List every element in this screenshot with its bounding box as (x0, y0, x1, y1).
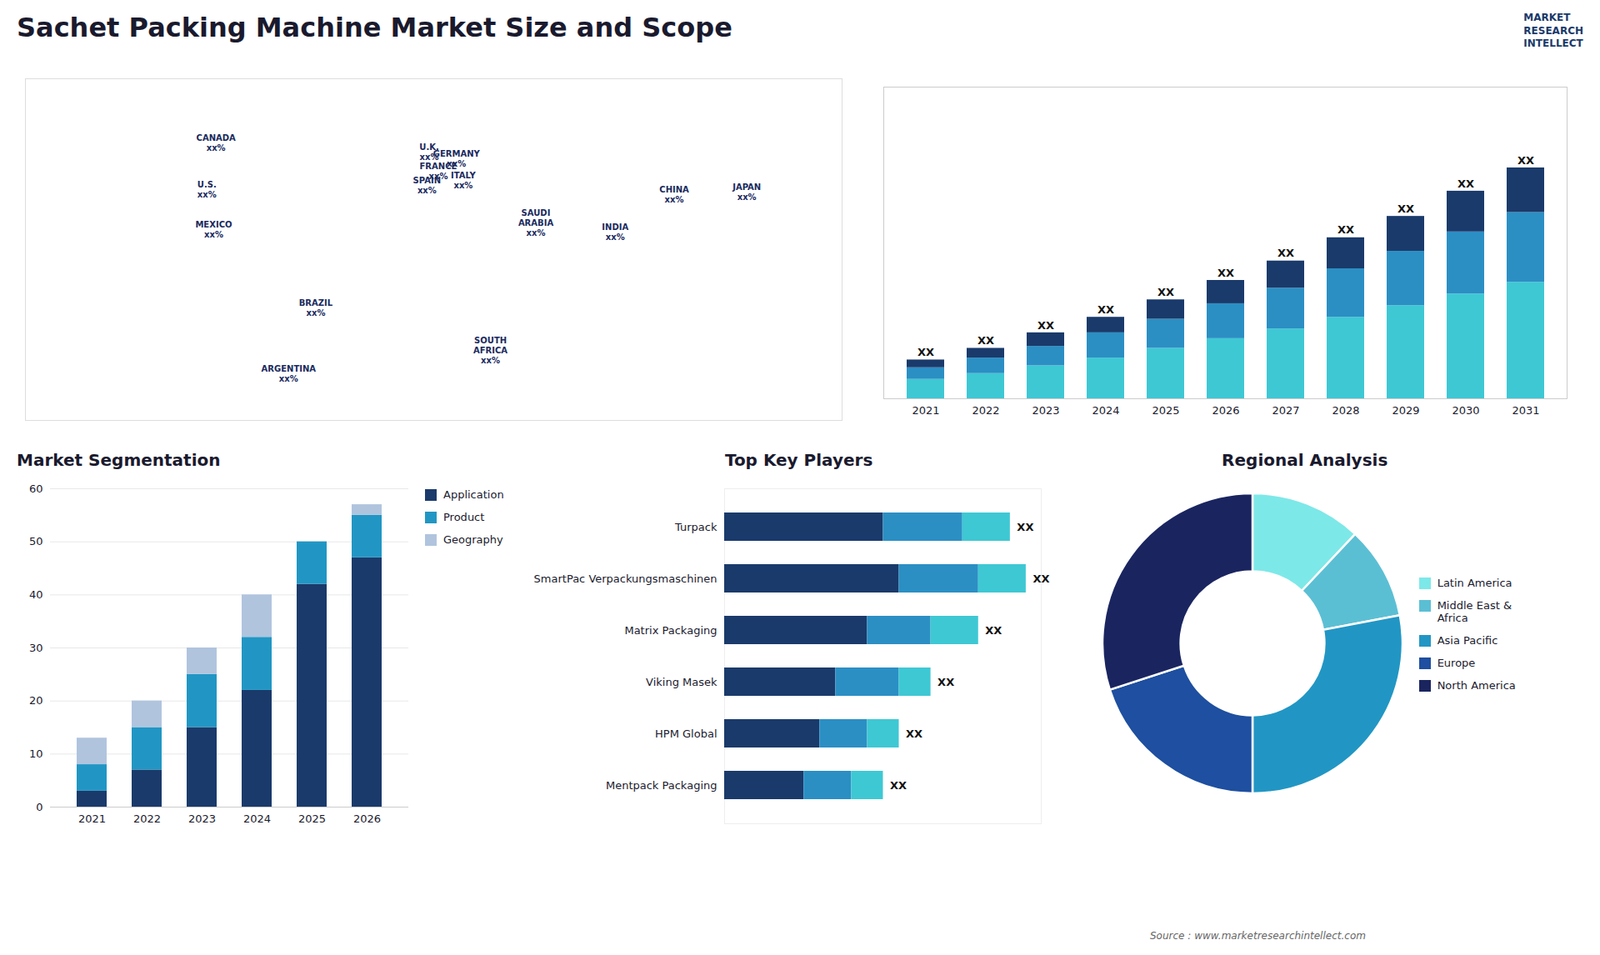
svg-text:MEXICOxx%: MEXICOxx% (195, 220, 232, 240)
svg-text:XX: XX (1217, 266, 1235, 280)
svg-text:XX: XX (1016, 520, 1034, 534)
svg-text:2029: 2029 (1391, 404, 1420, 417)
svg-text:CANADAxx%: CANADAxx% (196, 133, 236, 153)
svg-text:2026: 2026 (1211, 404, 1240, 417)
svg-text:Matrix Packaging: Matrix Packaging (624, 624, 717, 637)
svg-text:XX: XX (1032, 572, 1050, 585)
svg-text:XX: XX (1457, 177, 1475, 190)
svg-text:2023: 2023 (188, 812, 216, 825)
svg-text:XX: XX (985, 624, 1002, 637)
svg-text:2024: 2024 (243, 812, 271, 825)
svg-text:30: 30 (29, 641, 44, 655)
svg-text:2021: 2021 (78, 812, 106, 825)
svg-text:SmartPac Verpackungsmaschinen: SmartPac Verpackungsmaschinen (533, 572, 717, 585)
svg-text:XX: XX (937, 675, 955, 689)
svg-text:2022: 2022 (133, 812, 161, 825)
svg-text:SPAINxx%: SPAINxx% (413, 175, 441, 195)
svg-text:2030: 2030 (1451, 404, 1480, 417)
svg-text:XX: XX (1337, 223, 1355, 236)
svg-text:2026: 2026 (353, 812, 381, 825)
svg-text:HPM Global: HPM Global (655, 727, 717, 740)
svg-text:INDIAxx%: INDIAxx% (601, 222, 629, 242)
svg-text:60: 60 (29, 482, 44, 495)
svg-text:50: 50 (29, 535, 44, 548)
svg-text:2024: 2024 (1091, 404, 1120, 417)
svg-text:XX: XX (917, 345, 935, 359)
svg-text:Turpack: Turpack (674, 520, 718, 534)
svg-text:XX: XX (1157, 285, 1175, 299)
svg-text:2023: 2023 (1031, 404, 1060, 417)
svg-text:2021: 2021 (911, 404, 940, 417)
svg-text:XX: XX (1517, 154, 1535, 167)
svg-text:JAPANxx%: JAPANxx% (731, 182, 761, 202)
svg-text:U.S.xx%: U.S.xx% (197, 180, 217, 200)
svg-text:ITALYxx%: ITALYxx% (450, 170, 476, 190)
svg-text:2027: 2027 (1271, 404, 1300, 417)
svg-text:2025: 2025 (298, 812, 326, 825)
svg-text:BRAZILxx%: BRAZILxx% (299, 298, 334, 318)
svg-text:XX: XX (1397, 202, 1415, 215)
svg-text:XX: XX (890, 779, 907, 792)
svg-text:10: 10 (29, 747, 44, 760)
svg-text:XX: XX (905, 727, 923, 740)
svg-text:2025: 2025 (1151, 404, 1180, 417)
svg-text:2031: 2031 (1511, 404, 1540, 417)
svg-text:XX: XX (1037, 319, 1055, 332)
svg-text:CHINAxx%: CHINAxx% (659, 185, 690, 205)
svg-text:XX: XX (1277, 246, 1295, 260)
svg-text:20: 20 (29, 694, 44, 707)
svg-text:0: 0 (35, 800, 43, 814)
svg-text:2022: 2022 (971, 404, 1000, 417)
svg-text:XX: XX (1097, 303, 1115, 316)
svg-text:40: 40 (29, 588, 44, 601)
svg-text:Viking Masek: Viking Masek (645, 675, 718, 689)
svg-text:GERMANYxx%: GERMANYxx% (433, 149, 481, 169)
svg-text:Mentpack Packaging: Mentpack Packaging (605, 779, 718, 792)
svg-text:XX: XX (977, 334, 995, 347)
svg-text:SOUTHAFRICAxx%: SOUTHAFRICAxx% (473, 335, 508, 365)
svg-text:ARGENTINAxx%: ARGENTINAxx% (261, 364, 317, 384)
svg-text:2028: 2028 (1331, 404, 1360, 417)
svg-text:SAUDIARABIAxx%: SAUDIARABIAxx% (518, 208, 555, 238)
